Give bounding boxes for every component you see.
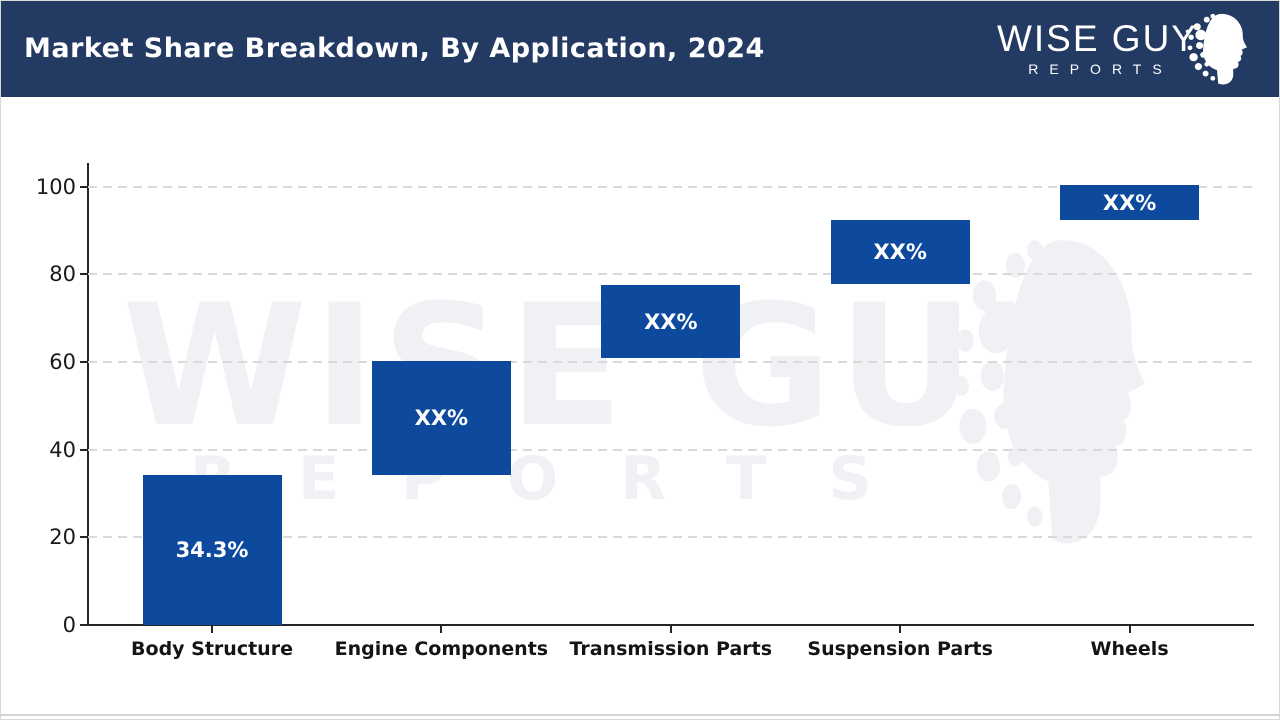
head-profile-icon [1185, 13, 1247, 85]
x-tick-label-wheels: Wheels [1090, 638, 1169, 660]
x-tick-mark-body-structure [211, 626, 213, 633]
bottom-divider [0, 714, 1280, 716]
y-axis-line [87, 163, 89, 626]
gridline-60 [88, 360, 1253, 363]
bar-value-label-body-structure: 34.3% [175, 537, 249, 562]
y-tick-mark-40 [80, 448, 87, 451]
x-tick-label-engine-components: Engine Components [334, 638, 549, 660]
bar-wheels: XX% [1060, 185, 1200, 221]
x-tick-mark-suspension-parts [899, 626, 902, 633]
gridline-100 [88, 185, 1253, 188]
bar-transmission-parts: XX% [601, 285, 741, 359]
bar-body-structure: 34.3% [142, 474, 282, 625]
brand-logo-text: WISE GUY REPORTS [997, 20, 1198, 77]
x-tick-mark-engine-components [440, 626, 443, 633]
x-axis-line [87, 624, 1254, 626]
y-tick-mark-20 [80, 536, 87, 539]
bar-engine-components: XX% [371, 360, 511, 475]
x-tick-label-suspension-parts: Suspension Parts [807, 638, 993, 660]
brand-subtitle: REPORTS [1028, 61, 1173, 77]
bar-value-label-wheels: XX% [1102, 190, 1157, 215]
gridline-20 [88, 536, 1253, 539]
bar-value-label-suspension-parts: XX% [873, 240, 927, 265]
header-bar: Market Share Breakdown, By Application, … [0, 0, 1280, 97]
y-tick-mark-60 [80, 360, 87, 363]
watermark-subtitle-text: REPORTS [190, 444, 934, 514]
bar-value-label-transmission-parts: XX% [644, 309, 698, 334]
y-tick-label-20: 20 [49, 525, 76, 550]
x-tick-mark-transmission-parts [669, 626, 672, 633]
watermark-head-profile-icon [947, 240, 1145, 544]
brand-logo: WISE GUY REPORTS [997, 8, 1256, 90]
y-tick-label-0: 0 [62, 613, 76, 637]
y-tick-label-60: 60 [49, 349, 76, 374]
gridline-80 [88, 273, 1253, 276]
y-tick-mark-100 [80, 185, 87, 188]
y-tick-label-100: 100 [35, 174, 76, 199]
y-tick-label-80: 80 [49, 262, 76, 287]
x-tick-label-transmission-parts: Transmission Parts [569, 638, 773, 660]
page-title: Market Share Breakdown, By Application, … [24, 33, 765, 64]
brand-name: WISE GUY [996, 18, 1198, 59]
x-tick-mark-wheels [1128, 626, 1131, 633]
bar-value-label-engine-components: XX% [414, 405, 469, 430]
x-tick-label-body-structure: Body Structure [131, 638, 293, 660]
y-tick-mark-80 [80, 273, 87, 276]
y-tick-mark-0 [80, 624, 87, 626]
y-tick-label-40: 40 [49, 437, 76, 462]
bar-suspension-parts: XX% [830, 220, 970, 285]
gridline-40 [88, 448, 1253, 451]
